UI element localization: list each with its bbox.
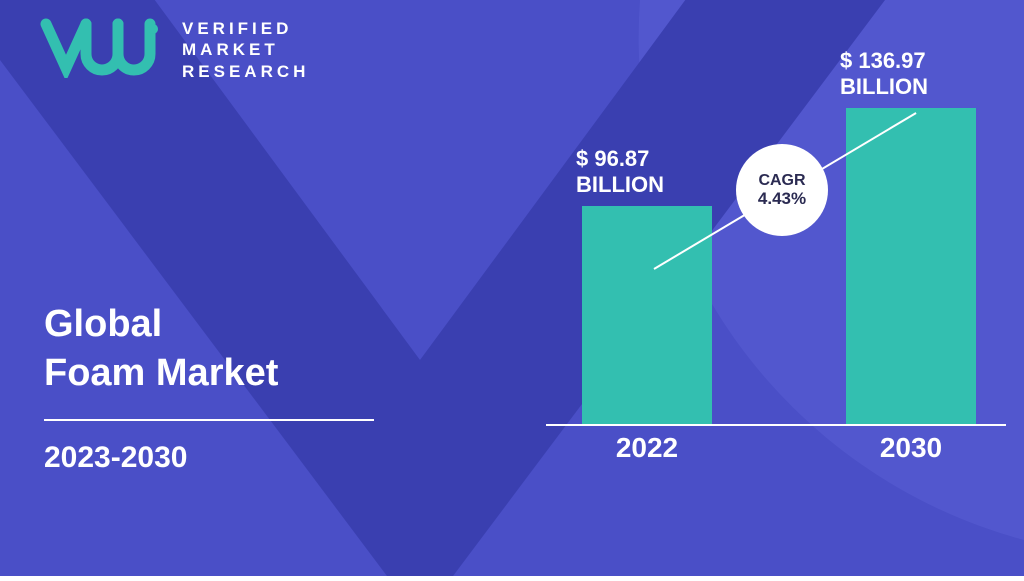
title-line1: Global — [44, 300, 374, 349]
bar-chart: $ 96.87 BILLION 2022 $ 136.97 BILLION 20… — [546, 28, 1006, 458]
bar-2022 — [582, 206, 712, 424]
title-divider — [44, 419, 374, 421]
logo-text: VERIFIED MARKET RESEARCH — [182, 18, 309, 82]
cagr-label: CAGR — [758, 172, 805, 190]
bar-2022-year: 2022 — [567, 432, 727, 464]
logo-text-line2: MARKET — [182, 39, 309, 60]
bar-2022-value: $ 96.87 BILLION — [576, 146, 756, 198]
cagr-value: 4.43% — [758, 189, 806, 208]
bar-2030-value-line1: $ 136.97 — [840, 48, 1020, 74]
title-line2: Foam Market — [44, 349, 374, 398]
cagr-badge: CAGR 4.43% — [736, 144, 828, 236]
chart-baseline — [546, 424, 1006, 426]
logo-text-line1: VERIFIED — [182, 18, 309, 39]
bar-2030-value: $ 136.97 BILLION — [840, 48, 1020, 100]
title-block: Global Foam Market 2023-2030 — [44, 300, 374, 475]
logo-mark-icon — [38, 18, 168, 78]
bar-2030-value-line2: BILLION — [840, 74, 1020, 100]
logo-text-line3: RESEARCH — [182, 61, 309, 82]
bar-2022-value-line2: BILLION — [576, 172, 756, 198]
bar-2030-year: 2030 — [831, 432, 991, 464]
title-years: 2023-2030 — [44, 441, 374, 475]
bar-2030 — [846, 108, 976, 424]
bar-2022-value-line1: $ 96.87 — [576, 146, 756, 172]
logo: VERIFIED MARKET RESEARCH — [38, 18, 309, 82]
